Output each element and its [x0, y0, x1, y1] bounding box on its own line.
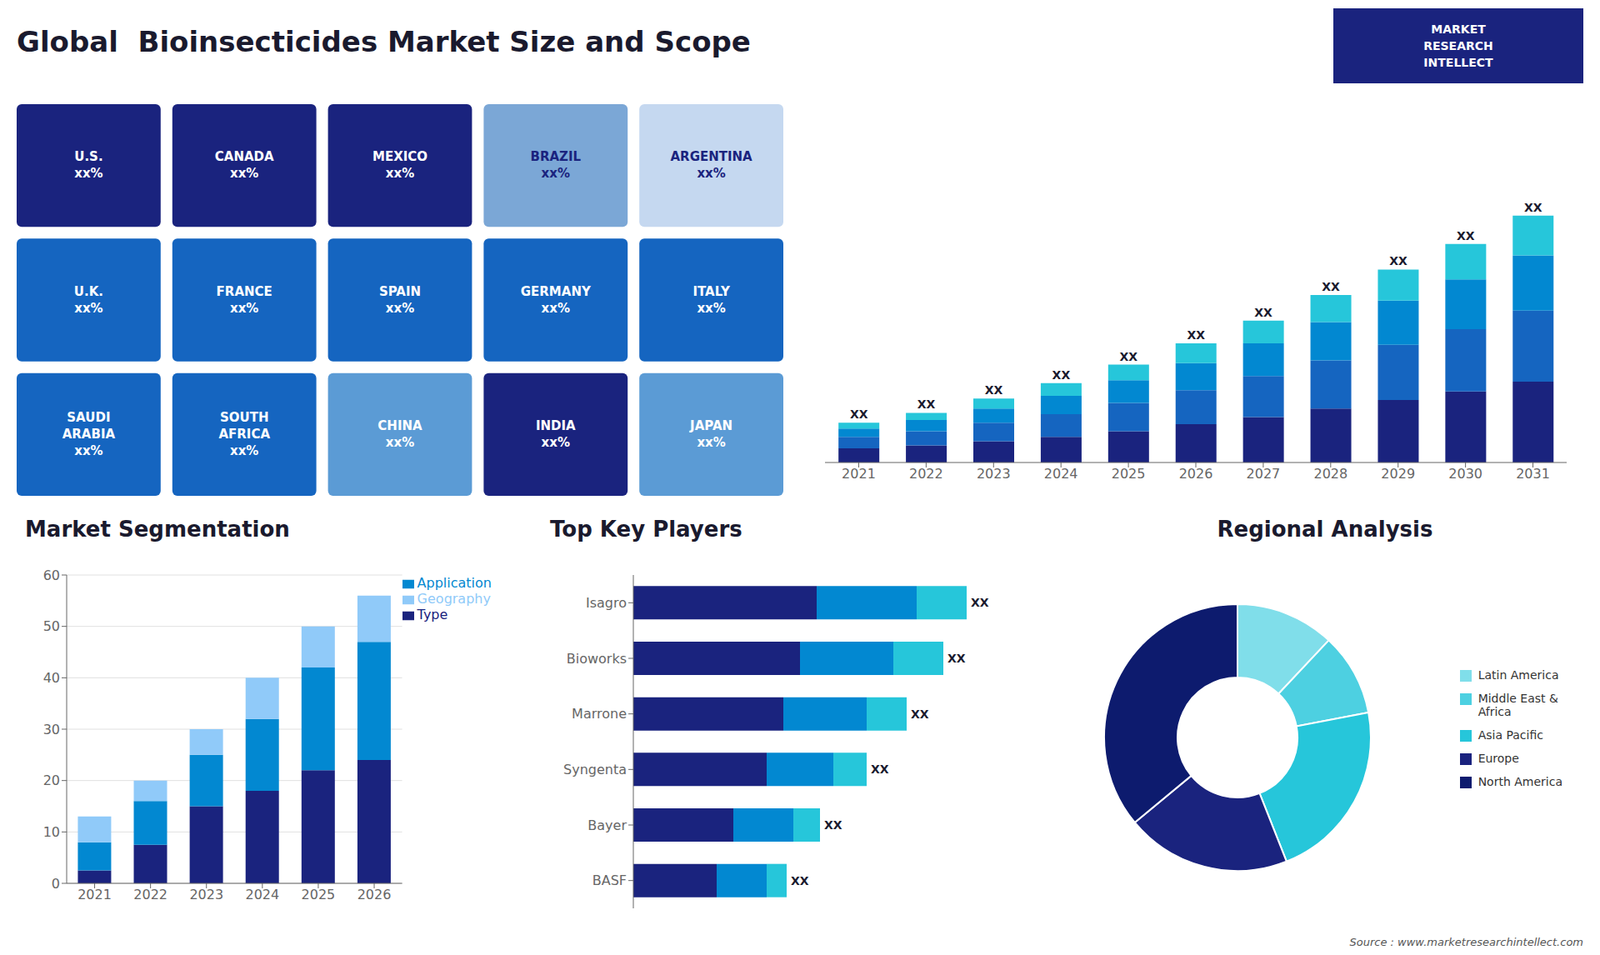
svg-text:xx%: xx% — [230, 443, 259, 459]
svg-text:20: 20 — [43, 772, 60, 789]
svg-text:XX: XX — [1120, 350, 1139, 364]
svg-text:xx%: xx% — [230, 165, 259, 181]
svg-text:xx%: xx% — [696, 300, 725, 316]
svg-text:XX: XX — [1456, 229, 1475, 243]
svg-text:FRANCE: FRANCE — [216, 284, 273, 300]
svg-text:XX: XX — [870, 762, 890, 776]
html-text:Geography: Geography — [417, 590, 491, 607]
svg-text:2021: 2021 — [77, 886, 112, 903]
svg-text:xx%: xx% — [385, 435, 415, 450]
svg-text:2023: 2023 — [976, 465, 1011, 482]
html-text:Europe: Europe — [1478, 751, 1520, 765]
svg-text:AFRICA: AFRICA — [218, 426, 270, 442]
html-text:Latin America: Latin America — [1478, 668, 1559, 682]
html-text:Source : www.marketresearchint: Source : www.marketresearchintellect.com — [1349, 935, 1584, 949]
svg-text:CANADA: CANADA — [215, 149, 275, 165]
svg-text:2023: 2023 — [189, 886, 224, 903]
svg-text:2021: 2021 — [841, 465, 876, 482]
svg-text:xx%: xx% — [541, 165, 570, 181]
svg-text:JAPAN: JAPAN — [689, 418, 733, 434]
svg-text:XX: XX — [1524, 200, 1543, 215]
svg-text:2029: 2029 — [1380, 465, 1415, 482]
svg-text:xx%: xx% — [385, 165, 415, 181]
svg-text:CHINA: CHINA — [377, 418, 423, 434]
svg-text:XX: XX — [947, 651, 966, 665]
svg-text:INDIA: INDIA — [535, 418, 576, 434]
svg-text:BASF: BASF — [592, 872, 627, 889]
svg-text:2031: 2031 — [1515, 465, 1550, 482]
svg-text:XX: XX — [850, 407, 869, 421]
svg-text:2025: 2025 — [1111, 465, 1146, 482]
svg-text:0: 0 — [51, 875, 60, 892]
html-text:Regional Analysis: Regional Analysis — [1217, 516, 1433, 542]
svg-text:XX: XX — [790, 874, 810, 888]
svg-text:2026: 2026 — [1179, 465, 1214, 482]
svg-text:XX: XX — [1052, 368, 1071, 382]
svg-text:XX: XX — [910, 707, 930, 721]
svg-text:2024: 2024 — [1044, 465, 1079, 482]
svg-text:xx%: xx% — [541, 435, 570, 450]
svg-text:2027: 2027 — [1246, 465, 1281, 482]
svg-text:xx%: xx% — [541, 300, 570, 316]
svg-text:xx%: xx% — [696, 435, 725, 450]
html-text:Global Bioinsecticides Market: Global Bioinsecticides Market Size and S… — [16, 25, 751, 59]
svg-text:ARGENTINA: ARGENTINA — [670, 149, 753, 165]
svg-text:Isagro: Isagro — [585, 595, 627, 611]
svg-text:SAUDI: SAUDI — [66, 410, 110, 425]
svg-text:XX: XX — [1389, 254, 1408, 268]
html-text:MARKET RESEARCH INTELLECT: MARKET RESEARCH INTELLECT — [1423, 22, 1494, 70]
svg-text:2030: 2030 — [1448, 465, 1483, 482]
html-text:North America: North America — [1478, 775, 1563, 789]
svg-text:Bayer: Bayer — [587, 817, 627, 834]
svg-text:MEXICO: MEXICO — [372, 149, 428, 165]
svg-text:XX: XX — [1186, 328, 1205, 342]
svg-text:2022: 2022 — [909, 465, 944, 482]
svg-text:30: 30 — [43, 721, 60, 738]
svg-text:2022: 2022 — [133, 886, 168, 903]
svg-text:XX: XX — [985, 383, 1004, 397]
html-text:Type: Type — [417, 606, 448, 623]
svg-text:BRAZIL: BRAZIL — [530, 149, 581, 165]
svg-text:2024: 2024 — [245, 886, 280, 903]
svg-text:xx%: xx% — [74, 443, 103, 459]
svg-text:xx%: xx% — [230, 300, 259, 316]
svg-text:SPAIN: SPAIN — [379, 284, 421, 300]
svg-text:XX: XX — [1254, 305, 1273, 320]
svg-text:GERMANY: GERMANY — [520, 284, 592, 300]
svg-text:40: 40 — [43, 670, 60, 686]
svg-text:2025: 2025 — [301, 886, 336, 903]
svg-text:Syngenta: Syngenta — [563, 761, 627, 778]
svg-text:XX: XX — [970, 595, 990, 610]
svg-text:U.K.: U.K. — [74, 284, 104, 300]
html-text:Top Key Players: Top Key Players — [550, 516, 743, 542]
svg-text:xx%: xx% — [74, 300, 103, 316]
svg-text:10: 10 — [43, 824, 60, 840]
svg-text:Bioworks: Bioworks — [566, 650, 627, 667]
svg-text:xx%: xx% — [74, 165, 103, 181]
svg-text:U.S.: U.S. — [74, 149, 103, 165]
svg-text:50: 50 — [43, 618, 60, 635]
svg-text:XX: XX — [1321, 280, 1340, 294]
html-text:Middle East & Africa: Middle East & Africa — [1478, 691, 1559, 719]
svg-text:Marrone: Marrone — [571, 705, 627, 722]
html-text:Asia Pacific: Asia Pacific — [1478, 728, 1544, 742]
svg-text:XX: XX — [824, 818, 843, 832]
svg-text:60: 60 — [43, 567, 60, 584]
svg-text:2028: 2028 — [1313, 465, 1348, 482]
svg-text:xx%: xx% — [385, 300, 415, 316]
svg-text:XX: XX — [917, 397, 936, 411]
svg-text:xx%: xx% — [696, 165, 725, 181]
svg-text:2026: 2026 — [357, 886, 392, 903]
html-text:Application: Application — [417, 575, 492, 591]
svg-text:ARABIA: ARABIA — [62, 426, 116, 442]
svg-text:ITALY: ITALY — [692, 284, 730, 300]
html-text:Market Segmentation: Market Segmentation — [25, 516, 290, 542]
svg-text:SOUTH: SOUTH — [220, 410, 270, 425]
